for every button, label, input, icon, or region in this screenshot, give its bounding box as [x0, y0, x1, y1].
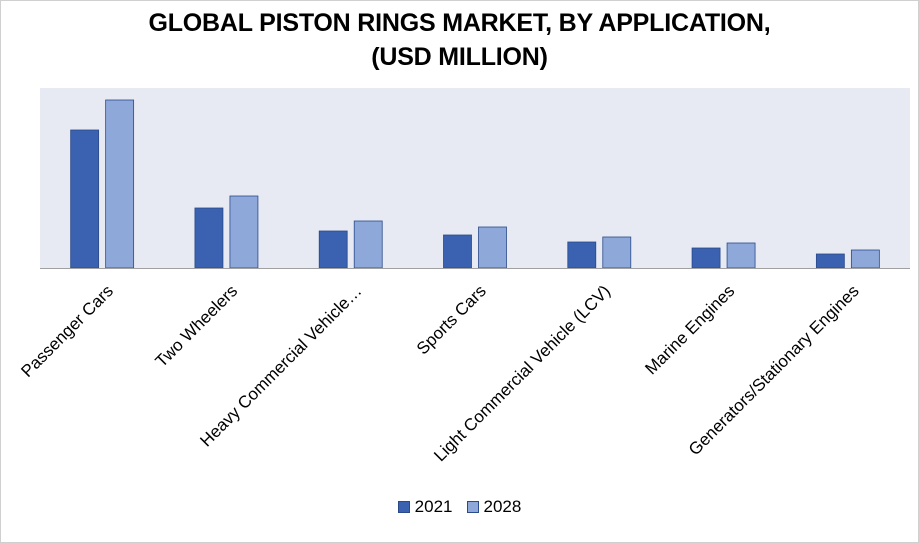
- bar-light-commercial-vehicle-lcv-2028: [602, 236, 632, 269]
- legend: 2021 2028: [0, 497, 919, 517]
- legend-item-2021: 2021: [397, 497, 453, 517]
- bars-group: [70, 99, 880, 269]
- bar-generators-stationary-engines-2028: [850, 249, 880, 269]
- bar-generators-stationary-engines-2021: [815, 253, 845, 269]
- legend-swatch-2028: [466, 501, 479, 513]
- x-tick-label-two-wheelers: Two Wheelers: [152, 281, 242, 371]
- x-tick-label-passenger-cars: Passenger Cars: [17, 281, 117, 381]
- bar-two-wheelers-2028: [229, 195, 259, 269]
- bar-heavy-commercial-vehicle-2021: [318, 230, 348, 269]
- bar-two-wheelers-2021: [194, 207, 224, 269]
- bar-heavy-commercial-vehicle-2028: [353, 220, 383, 269]
- bar-marine-engines-2028: [726, 242, 756, 269]
- legend-item-2028: 2028: [466, 497, 522, 517]
- legend-label-2021: 2021: [414, 497, 453, 516]
- plot-area: [40, 88, 910, 268]
- x-tick-label-sports-cars: Sports Cars: [413, 281, 490, 358]
- legend-label-2028: 2028: [483, 497, 522, 516]
- bar-sports-cars-2021: [443, 234, 472, 269]
- bar-passenger-cars-2021: [70, 129, 100, 269]
- chart-title: GLOBAL PISTON RINGS MARKET, BY APPLICATI…: [148, 9, 771, 37]
- x-tick-label-marine-engines: Marine Engines: [641, 281, 738, 378]
- legend-swatch-2021: [397, 501, 410, 513]
- bar-marine-engines-2021: [691, 247, 721, 269]
- bar-passenger-cars-2028: [105, 99, 135, 269]
- chart-subtitle: (USD MILLION): [371, 43, 548, 71]
- bar-light-commercial-vehicle-lcv-2021: [567, 241, 597, 269]
- bar-sports-cars-2028: [478, 226, 507, 269]
